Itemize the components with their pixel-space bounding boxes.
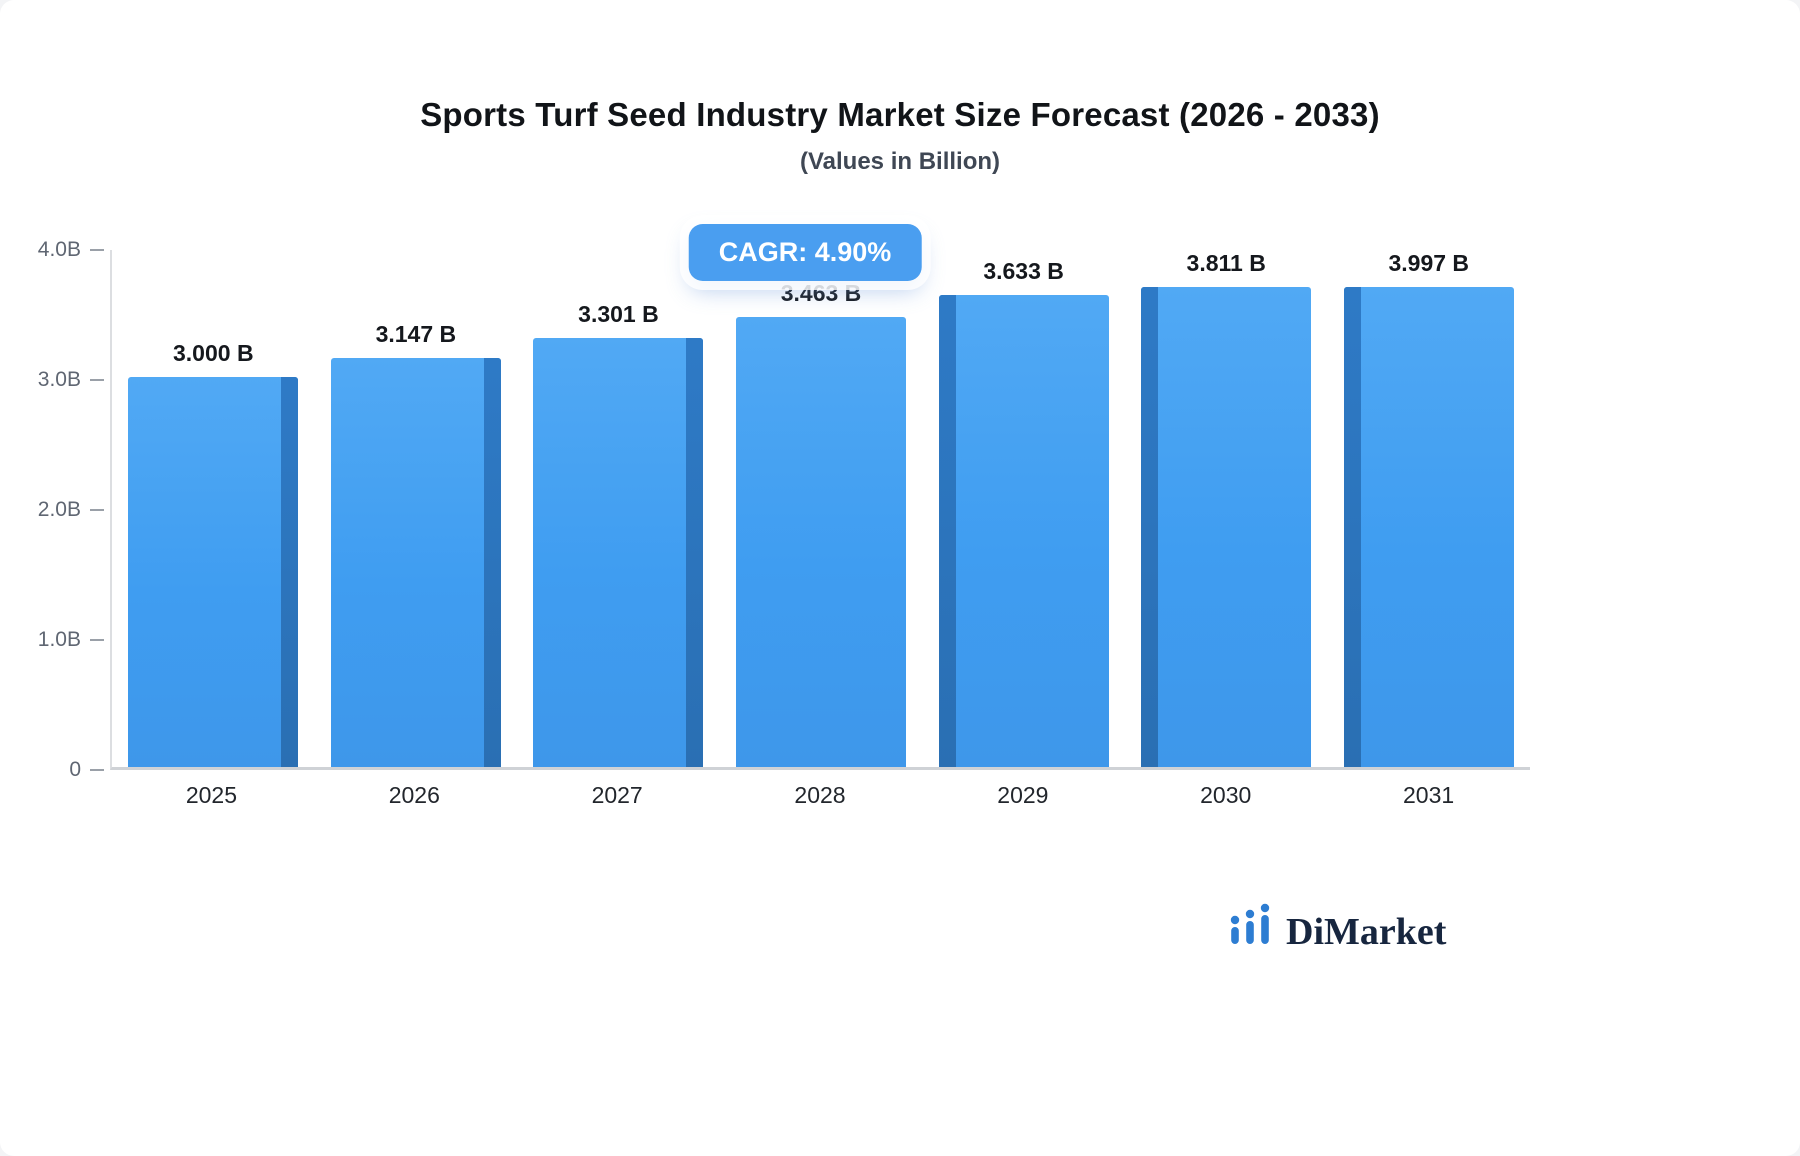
- cagr-badge: CAGR: 4.90%: [688, 224, 922, 281]
- y-tick-mark: [90, 509, 104, 511]
- y-tick-label: 0: [69, 758, 81, 781]
- x-axis-slot: 2026: [313, 782, 516, 809]
- bar-shade-edge: [1141, 287, 1159, 767]
- x-axis-label: 2025: [185, 782, 238, 808]
- bar: [128, 377, 299, 767]
- bar: [1343, 287, 1514, 767]
- plot-area: 3.000 B 3.147 B 3.301 B 3.463 B 3.633 B 3.811…: [110, 250, 1530, 770]
- brand-name: DiMarket: [1286, 911, 1447, 953]
- y-tick: 0: [69, 758, 104, 782]
- bar-shade-edge: [686, 337, 704, 767]
- bar-slot: 3.463 B: [720, 250, 923, 767]
- bar-value-label: 3.997 B: [1388, 250, 1470, 276]
- x-axis-label: 2027: [591, 782, 643, 808]
- x-axis-slot: 2028: [719, 782, 922, 809]
- bar-slot: 3.301 B: [517, 250, 720, 767]
- x-axis-slot: 2027: [516, 782, 719, 809]
- bar-slot: 3.147 B: [315, 250, 518, 767]
- x-axis-slot: 2029: [921, 782, 1124, 809]
- y-tick-label: 1.0B: [37, 628, 81, 651]
- bar-value-label: 3.000 B: [173, 340, 254, 366]
- y-tick-mark: [90, 379, 104, 381]
- bar-value-label: 3.301 B: [578, 300, 659, 327]
- y-tick: 3.0B: [38, 368, 104, 392]
- y-tick-mark: [90, 769, 104, 771]
- bar-value-label: 3.463 B: [780, 279, 862, 306]
- bar-shade-edge: [1343, 287, 1361, 767]
- bar: [1141, 287, 1312, 767]
- x-axis-label: 2026: [388, 782, 440, 808]
- bar-value-label: 3.811 B: [1186, 250, 1266, 276]
- bar-slot: 3.811 B: [1125, 250, 1328, 767]
- bar-slot: 3.633 B: [922, 250, 1125, 767]
- y-tick-mark: [90, 249, 104, 251]
- x-axis: 2025 2026 2027 2028 2029 2030 2031: [110, 782, 1530, 809]
- bar: [533, 337, 704, 767]
- x-axis-slot: 2030: [1124, 782, 1327, 809]
- y-tick: 1.0B: [38, 628, 104, 652]
- y-tick-label: 4.0B: [37, 238, 81, 261]
- bar: [330, 357, 501, 767]
- brand-logo: DiMarket: [1228, 900, 1446, 951]
- x-axis-label: 2031: [1403, 782, 1455, 808]
- bar-shade-edge: [483, 357, 501, 767]
- y-tick-mark: [90, 639, 104, 641]
- x-axis-label: 2030: [1200, 782, 1252, 808]
- y-tick-label: 3.0B: [37, 368, 81, 391]
- bar: [938, 294, 1109, 767]
- y-tick-label: 2.0B: [37, 498, 81, 521]
- y-tick: 2.0B: [38, 498, 104, 522]
- x-axis-label: 2028: [794, 782, 846, 808]
- chart-subtitle: (Values in Billion): [799, 148, 1001, 175]
- x-axis-slot: 2031: [1327, 782, 1530, 809]
- y-tick: 4.0B: [38, 238, 104, 262]
- bar-shade-edge: [938, 294, 956, 767]
- bar-value-label: 3.633 B: [983, 257, 1064, 284]
- bar-value-label: 3.147 B: [375, 320, 457, 347]
- bar: [736, 316, 907, 767]
- y-axis: 0 1.0B 2.0B 3.0B 4.0B: [0, 238, 110, 781]
- chart-title: Sports Turf Seed Industry Market Size Fo…: [420, 96, 1380, 133]
- bar-slot: 3.000 B: [112, 250, 315, 767]
- x-axis-slot: 2025: [110, 782, 313, 809]
- bar-chart-logo-icon: [1228, 900, 1274, 951]
- bar-slot: 3.997 B: [1327, 250, 1530, 767]
- x-axis-label: 2029: [997, 782, 1049, 808]
- bar-shade-edge: [281, 377, 299, 767]
